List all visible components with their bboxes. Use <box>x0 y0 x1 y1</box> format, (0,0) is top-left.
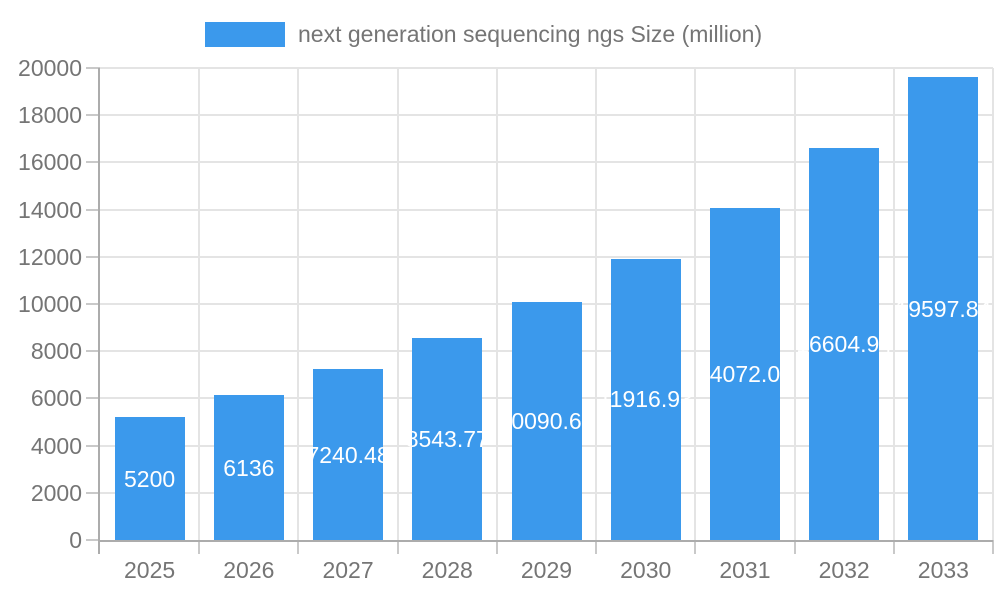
gridline-horizontal <box>100 255 993 258</box>
y-tick-label-18000: 18000 <box>18 102 82 129</box>
y-tick-label-4000: 4000 <box>30 432 82 459</box>
x-axis-tick <box>694 540 697 554</box>
gridline-vertical <box>992 68 994 540</box>
y-axis-tick <box>86 397 100 400</box>
y-tick-label-8000: 8000 <box>30 338 82 365</box>
x-axis-tick <box>396 540 399 554</box>
gridline-vertical <box>892 68 895 540</box>
gridline-vertical <box>297 68 300 540</box>
gridline-vertical <box>793 68 796 540</box>
gridline-horizontal <box>100 114 993 117</box>
x-tick-label-2027: 2027 <box>322 557 374 583</box>
y-tick-label-20000: 20000 <box>18 55 82 81</box>
x-tick-label-2028: 2028 <box>421 557 473 583</box>
bar-2030[interactable] <box>610 258 681 540</box>
legend-swatch <box>205 22 285 47</box>
y-axis-tick <box>86 303 100 305</box>
y-axis-tick <box>86 539 100 541</box>
y-axis-tick <box>86 491 100 494</box>
y-axis-line <box>98 68 100 554</box>
y-tick-label-2000: 2000 <box>30 479 82 506</box>
y-axis-tick <box>86 114 100 117</box>
bar-2025[interactable] <box>114 417 185 540</box>
gridline-horizontal <box>100 67 993 69</box>
x-tick-label-2030: 2030 <box>620 557 672 583</box>
x-tick-label-2029: 2029 <box>520 557 573 583</box>
y-axis-tick <box>86 350 100 353</box>
x-axis-tick <box>992 540 994 554</box>
gridline-vertical <box>396 68 399 540</box>
y-tick-label-14000: 14000 <box>18 196 82 223</box>
legend-label: next generation sequencing ngs Size (mil… <box>298 21 763 47</box>
x-tick-label-2032: 2032 <box>818 557 870 583</box>
gridline-vertical <box>495 68 498 540</box>
x-axis-tick <box>495 540 498 554</box>
x-tick-label-2026: 2026 <box>223 557 275 583</box>
x-axis-tick <box>297 540 300 554</box>
x-tick-label-2033: 2033 <box>917 557 969 583</box>
y-axis-tick <box>86 67 100 69</box>
gridline-horizontal <box>100 208 993 211</box>
gridline-vertical <box>694 68 697 540</box>
gridline-vertical <box>595 68 598 540</box>
x-axis-tick <box>892 540 895 554</box>
bar-2031[interactable] <box>709 207 780 540</box>
y-axis-tick <box>86 444 100 447</box>
y-tick-label-0: 0 <box>69 527 82 553</box>
bar-2032[interactable] <box>809 148 880 540</box>
x-axis-tick <box>198 540 201 554</box>
bar-2033[interactable] <box>908 77 979 540</box>
bar-2028[interactable] <box>412 338 483 540</box>
x-tick-label-2031: 2031 <box>719 557 771 583</box>
x-axis-tick <box>793 540 796 554</box>
bar-2026[interactable] <box>213 395 284 540</box>
x-axis-line <box>98 540 993 542</box>
bar-2029[interactable] <box>511 301 582 540</box>
y-tick-label-6000: 6000 <box>30 385 82 412</box>
y-tick-label-16000: 16000 <box>18 149 82 176</box>
gridline-vertical <box>198 68 201 540</box>
y-tick-label-12000: 12000 <box>18 243 82 270</box>
y-axis-tick <box>86 255 100 258</box>
y-axis-tick <box>86 161 100 164</box>
y-tick-label-10000: 10000 <box>18 291 82 317</box>
x-tick-label-2025: 2025 <box>124 557 176 583</box>
bar-2027[interactable] <box>313 369 384 540</box>
y-axis-tick <box>86 208 100 211</box>
x-axis-tick <box>595 540 598 554</box>
gridline-horizontal <box>100 161 993 164</box>
